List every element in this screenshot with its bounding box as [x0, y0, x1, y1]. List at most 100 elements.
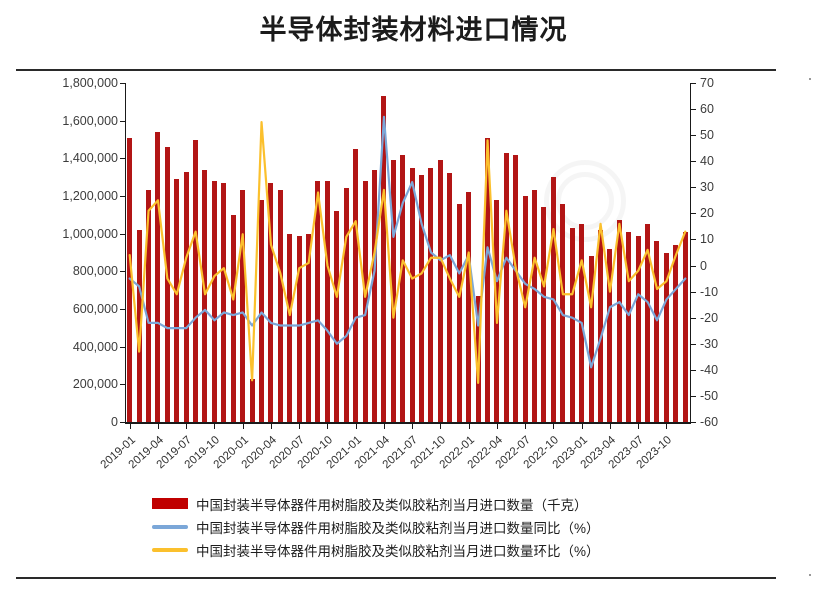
bar — [334, 211, 340, 422]
bar — [136, 229, 142, 422]
bar — [673, 244, 679, 422]
bar — [409, 167, 415, 422]
left-axis-tick-label: 1,800,000 — [62, 76, 118, 90]
bar — [221, 182, 227, 422]
x-axis-tick-mark — [440, 423, 442, 429]
bar — [306, 233, 312, 422]
bottom-axis-line — [125, 422, 691, 424]
legend-item[interactable]: 中国封装半导体器件用树脂胶及类似胶粘剂当月进口数量（千克） — [0, 492, 817, 515]
bar — [155, 131, 161, 422]
legend-line-swatch-icon — [152, 524, 188, 529]
x-axis-tick-mark — [157, 423, 159, 429]
bottom-divider — [16, 577, 776, 579]
legend-label: 中国封装半导体器件用树脂胶及类似胶粘剂当月进口数量同比（%） — [196, 520, 600, 536]
page-title: 半导体封装材料进口情况 — [259, 15, 568, 45]
left-axis-tick-mark — [120, 83, 125, 84]
bar — [645, 224, 651, 422]
left-axis-tick-label: 1,600,000 — [62, 113, 118, 128]
x-axis-tick-mark — [468, 423, 470, 429]
x-axis-tick-mark — [666, 423, 668, 429]
bar — [296, 235, 302, 422]
x-axis-tick-mark — [383, 423, 385, 429]
bar — [588, 256, 594, 422]
bar — [381, 96, 387, 422]
bar — [164, 147, 170, 422]
x-axis-tick-mark — [412, 423, 414, 429]
left-axis-tick-mark — [120, 422, 125, 423]
left-axis-line — [125, 83, 126, 423]
chart-plot-region: 1,800,000 1,600,000 1,400,000 1,200,000 1,00… — [0, 70, 817, 471]
left-axis-tick-label: 200,000 — [72, 377, 118, 392]
right-axis-tick-label: 20 — [700, 206, 714, 221]
bar — [428, 167, 434, 422]
right-axis-tick-mark — [691, 317, 696, 319]
right-axis-tick-label: 50 — [700, 128, 714, 143]
legend-line-swatch-icon — [152, 547, 188, 552]
legend-item[interactable]: 中国封装半导体器件用树脂胶及类似胶粘剂当月进口数量环比（%） — [0, 538, 817, 561]
bar — [607, 248, 613, 422]
right-axis-tick-mark — [691, 83, 696, 84]
right-axis-tick-label: -40 — [700, 362, 719, 377]
left-axis-tick-mark — [120, 196, 125, 197]
bar — [466, 192, 472, 422]
bar — [522, 196, 528, 422]
x-axis-tick-mark — [186, 423, 188, 429]
right-axis-tick-label: 60 — [700, 102, 714, 117]
right-axis-tick-mark — [691, 291, 696, 293]
bar — [437, 160, 443, 422]
left-axis-tick-label: 400,000 — [72, 339, 118, 354]
right-axis-tick-mark — [691, 213, 696, 215]
bar — [230, 214, 236, 422]
x-axis-tick-mark — [553, 423, 555, 429]
x-axis-tick-mark — [355, 423, 357, 429]
bar — [419, 175, 425, 422]
right-axis-tick-mark — [691, 135, 696, 137]
right-axis-tick-label: -50 — [700, 388, 719, 403]
right-axis-tick-mark — [691, 109, 696, 111]
right-axis-tick-label: 40 — [700, 154, 714, 169]
x-axis-tick-mark — [214, 423, 216, 429]
line-series-path — [128, 115, 687, 369]
bar — [597, 229, 603, 422]
bar — [249, 378, 255, 422]
x-axis-tick-mark — [496, 423, 498, 429]
bar — [240, 190, 246, 422]
edge-dot-bottom — [809, 574, 811, 576]
bar — [484, 137, 490, 422]
bar — [287, 233, 293, 422]
left-axis-tick-label: 0 — [111, 415, 118, 429]
bar — [456, 203, 462, 422]
left-axis-tick-mark — [120, 309, 125, 310]
x-axis-tick-mark — [327, 423, 329, 429]
left-axis-tick-mark — [120, 346, 125, 348]
left-axis-tick-label: 1,400,000 — [62, 151, 118, 166]
left-axis-tick-label: 1,200,000 — [62, 189, 118, 203]
bar — [258, 199, 264, 422]
bar — [447, 173, 453, 422]
bar — [532, 190, 538, 422]
x-axis-tick-mark — [525, 423, 527, 429]
bar — [277, 190, 283, 422]
right-axis-tick-mark — [691, 422, 696, 423]
legend-label: 中国封装半导体器件用树脂胶及类似胶粘剂当月进口数量（千克） — [196, 497, 588, 513]
right-axis-tick-mark — [691, 265, 696, 267]
left-axis-tick-mark — [120, 271, 125, 273]
bar — [202, 169, 208, 422]
bar — [315, 180, 321, 422]
left-axis-tick-label: 600,000 — [72, 302, 118, 316]
x-axis-tick-mark — [129, 423, 131, 429]
right-axis-tick-mark — [691, 395, 696, 397]
right-axis-tick-label: -20 — [700, 310, 719, 325]
left-axis-tick-mark — [120, 158, 125, 160]
right-axis-tick-label: 0 — [700, 258, 707, 273]
plot-area — [125, 83, 690, 422]
x-axis-tick-mark — [609, 423, 611, 429]
left-axis-tick-mark — [120, 384, 125, 386]
bar — [663, 252, 669, 422]
bar — [654, 241, 660, 422]
bar — [616, 220, 622, 422]
bar — [626, 231, 632, 422]
left-axis-tick-label: 1,000,000 — [62, 226, 118, 241]
bar — [145, 190, 151, 422]
legend-item[interactable]: 中国封装半导体器件用树脂胶及类似胶粘剂当月进口数量同比（%） — [0, 515, 817, 538]
